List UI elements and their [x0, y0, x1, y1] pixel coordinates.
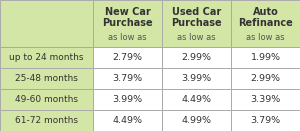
Bar — [162, 89, 231, 110]
Text: as low as: as low as — [177, 33, 216, 42]
Text: Used Car: Used Car — [172, 7, 221, 17]
Bar — [93, 68, 162, 89]
Text: 25-48 months: 25-48 months — [15, 74, 78, 83]
Text: 2.99%: 2.99% — [250, 74, 280, 83]
Bar — [231, 47, 300, 68]
Text: 3.79%: 3.79% — [112, 74, 142, 83]
Bar — [162, 110, 231, 131]
Text: Purchase: Purchase — [102, 18, 153, 28]
Bar — [231, 110, 300, 131]
Bar — [231, 68, 300, 89]
Bar — [0, 68, 93, 89]
Text: 4.49%: 4.49% — [112, 116, 142, 125]
Bar — [93, 89, 162, 110]
Bar — [162, 47, 231, 68]
Text: 2.99%: 2.99% — [182, 53, 212, 62]
Bar — [0, 110, 93, 131]
Text: 61-72 months: 61-72 months — [15, 116, 78, 125]
Text: 1.99%: 1.99% — [250, 53, 280, 62]
Bar — [0, 47, 93, 68]
Text: 3.99%: 3.99% — [112, 95, 142, 104]
Bar — [162, 0, 231, 47]
Bar — [162, 68, 231, 89]
Text: 4.99%: 4.99% — [182, 116, 212, 125]
Text: 3.79%: 3.79% — [250, 116, 280, 125]
Bar — [231, 89, 300, 110]
Bar — [0, 0, 93, 47]
Text: Refinance: Refinance — [238, 18, 293, 28]
Text: New Car: New Car — [105, 7, 150, 17]
Text: as low as: as low as — [108, 33, 147, 42]
Text: up to 24 months: up to 24 months — [9, 53, 84, 62]
Text: 3.39%: 3.39% — [250, 95, 280, 104]
Text: as low as: as low as — [246, 33, 285, 42]
Bar — [93, 0, 162, 47]
Text: Auto: Auto — [253, 7, 278, 17]
Bar — [93, 47, 162, 68]
Text: 2.79%: 2.79% — [112, 53, 142, 62]
Text: Purchase: Purchase — [171, 18, 222, 28]
Bar — [0, 89, 93, 110]
Text: 3.99%: 3.99% — [182, 74, 212, 83]
Bar — [93, 110, 162, 131]
Text: 49-60 months: 49-60 months — [15, 95, 78, 104]
Text: 4.49%: 4.49% — [182, 95, 212, 104]
Bar — [231, 0, 300, 47]
